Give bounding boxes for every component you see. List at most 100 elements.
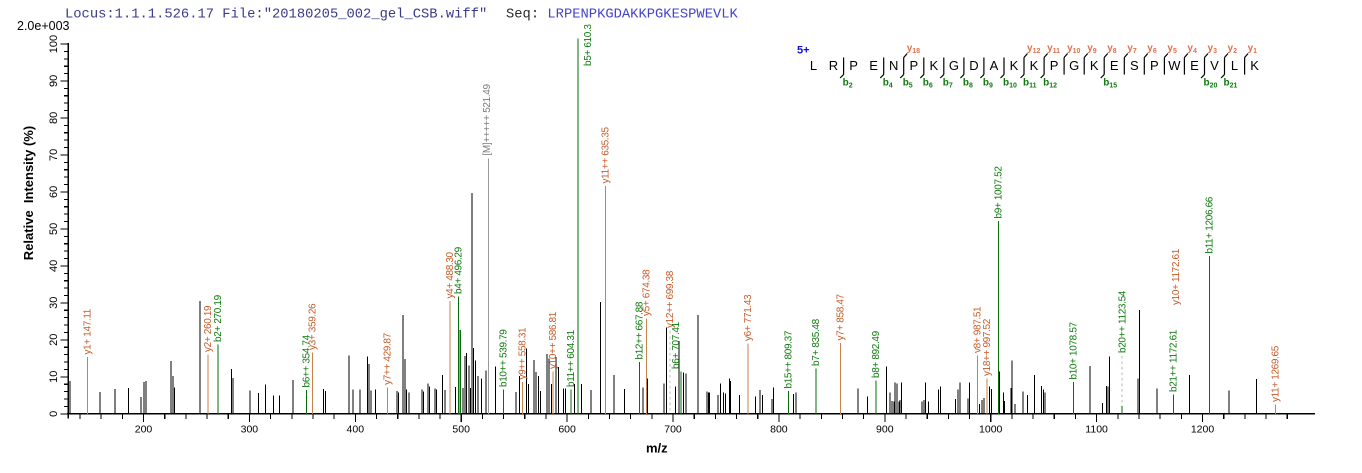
- svg-text:W: W: [1168, 58, 1181, 73]
- svg-text:R: R: [829, 58, 838, 73]
- svg-text:b5: b5: [903, 78, 913, 90]
- svg-text:b5+ 610.3: b5+ 610.3: [583, 24, 594, 66]
- svg-text:y9++ 558.31: y9++ 558.31: [518, 327, 529, 380]
- svg-text:E: E: [1190, 58, 1199, 73]
- svg-text:b2+ 270.19: b2+ 270.19: [213, 294, 224, 342]
- svg-text:300: 300: [241, 424, 259, 436]
- svg-text:P: P: [1050, 58, 1059, 73]
- svg-text:y12++ 699.38: y12++ 699.38: [665, 270, 676, 328]
- svg-text:y3: y3: [1208, 43, 1218, 55]
- svg-text:v8+ 987.51: v8+ 987.51: [973, 306, 984, 353]
- svg-text:5+: 5+: [797, 45, 810, 57]
- svg-text:900: 900: [876, 424, 894, 436]
- svg-text:20: 20: [48, 334, 60, 346]
- svg-text:y8: y8: [1107, 43, 1117, 55]
- svg-text:0: 0: [48, 411, 60, 417]
- svg-text:G: G: [949, 58, 959, 73]
- svg-text:10: 10: [48, 371, 60, 383]
- svg-text:40: 40: [48, 260, 60, 272]
- svg-text:b4: b4: [883, 78, 893, 90]
- svg-text:400: 400: [347, 424, 365, 436]
- svg-text:P: P: [909, 58, 918, 73]
- svg-text:b11+ 1206.66: b11+ 1206.66: [1204, 196, 1215, 253]
- svg-text:700: 700: [664, 424, 682, 436]
- svg-text:100: 100: [48, 35, 60, 53]
- svg-text:y2: y2: [1228, 43, 1238, 55]
- svg-text:A: A: [990, 58, 999, 73]
- svg-text:G: G: [1069, 58, 1079, 73]
- svg-text:b11++ 604.31: b11++ 604.31: [566, 329, 577, 387]
- svg-text:y6: y6: [1147, 43, 1157, 55]
- svg-text:y7+ 858.47: y7+ 858.47: [835, 293, 846, 340]
- svg-text:N: N: [889, 58, 898, 73]
- svg-text:K: K: [929, 58, 938, 73]
- svg-text:Locus:1.1.1.526.17 File:"20180: Locus:1.1.1.526.17 File:"20180205_002_ge…: [65, 7, 487, 23]
- svg-text:y11++ 635.35: y11++ 635.35: [601, 126, 612, 183]
- svg-text:b8: b8: [963, 78, 973, 90]
- svg-text:b4+ 496.29: b4+ 496.29: [454, 246, 465, 294]
- svg-text:y6+ 771.43: y6+ 771.43: [743, 294, 754, 341]
- svg-text:b15++ 809.37: b15++ 809.37: [783, 330, 794, 388]
- svg-text:m/z: m/z: [646, 441, 668, 456]
- svg-text:b10+ 1078.57: b10+ 1078.57: [1068, 321, 1079, 379]
- svg-text:E: E: [869, 58, 878, 73]
- svg-text:30: 30: [48, 297, 60, 309]
- svg-text:b7: b7: [943, 78, 953, 90]
- svg-text:200: 200: [135, 424, 153, 436]
- svg-text:b9: b9: [983, 78, 993, 90]
- svg-text:y4+ 488.30: y4+ 488.30: [445, 251, 456, 298]
- svg-text:V: V: [1210, 58, 1219, 73]
- svg-text:b6++ 354.74: b6++ 354.74: [302, 334, 313, 387]
- svg-text:y10+ 1172.61: y10+ 1172.61: [1171, 248, 1182, 305]
- svg-text:70: 70: [48, 149, 60, 161]
- svg-text:L: L: [810, 58, 817, 73]
- svg-text:K: K: [1090, 58, 1099, 73]
- svg-text:80: 80: [48, 112, 60, 124]
- svg-text:D: D: [969, 58, 978, 73]
- svg-text:b21++ 1172.61: b21++ 1172.61: [1168, 329, 1179, 392]
- svg-text:y9: y9: [1087, 43, 1097, 55]
- svg-text:b6+ 707.41: b6+ 707.41: [671, 321, 682, 369]
- svg-text:P: P: [849, 58, 858, 73]
- svg-text:Seq:: Seq:: [506, 8, 539, 23]
- svg-text:b6: b6: [923, 78, 933, 90]
- svg-text:y2+ 260.19: y2+ 260.19: [203, 305, 214, 352]
- svg-text:y18++ 997.52: y18++ 997.52: [982, 318, 993, 376]
- svg-text:K: K: [1250, 58, 1259, 73]
- svg-text:500: 500: [452, 424, 470, 436]
- svg-text:1100: 1100: [1085, 424, 1108, 436]
- svg-text:K: K: [1030, 58, 1039, 73]
- svg-text:y5+ 674.38: y5+ 674.38: [641, 269, 652, 316]
- svg-text:[M]+++++ 521.49: [M]+++++ 521.49: [482, 84, 493, 156]
- svg-text:y3+ 359.26: y3+ 359.26: [307, 303, 318, 350]
- svg-text:L: L: [1231, 58, 1238, 73]
- svg-text:600: 600: [558, 424, 576, 436]
- svg-text:y5: y5: [1167, 43, 1177, 55]
- svg-text:y10++ 586.81: y10++ 586.81: [548, 311, 559, 369]
- svg-text:y11+ 1269.65: y11+ 1269.65: [1271, 345, 1282, 402]
- svg-text:1000: 1000: [979, 424, 1003, 436]
- svg-text:K: K: [1010, 58, 1019, 73]
- svg-text:Relative Intensity (%): Relative Intensity (%): [21, 126, 36, 260]
- svg-text:b7+ 835.48: b7+ 835.48: [811, 318, 822, 366]
- svg-text:2.0e+003: 2.0e+003: [17, 19, 70, 33]
- svg-text:y7++ 429.87: y7++ 429.87: [383, 332, 394, 385]
- svg-text:y1+ 147.11: y1+ 147.11: [83, 308, 94, 354]
- svg-text:b10++ 539.79: b10++ 539.79: [499, 329, 510, 387]
- svg-text:y7: y7: [1127, 43, 1137, 55]
- svg-text:y4: y4: [1187, 43, 1197, 55]
- svg-text:800: 800: [770, 424, 788, 436]
- svg-text:b9+ 1007.52: b9+ 1007.52: [993, 166, 1004, 219]
- svg-text:b2: b2: [843, 78, 853, 90]
- svg-text:50: 50: [48, 223, 60, 235]
- svg-text:y1: y1: [1248, 43, 1258, 55]
- svg-text:E: E: [1110, 58, 1119, 73]
- svg-text:60: 60: [48, 186, 60, 198]
- svg-text:b8+ 892.49: b8+ 892.49: [871, 330, 882, 378]
- svg-text:90: 90: [48, 75, 60, 87]
- svg-text:P: P: [1150, 58, 1159, 73]
- svg-text:S: S: [1130, 58, 1139, 73]
- svg-text:b20++ 1123.54: b20++ 1123.54: [1118, 290, 1129, 353]
- svg-text:LRPENPKGDAKKPGKESPWEVLK: LRPENPKGDAKKPGKESPWEVLK: [547, 8, 738, 23]
- svg-text:1200: 1200: [1191, 424, 1215, 436]
